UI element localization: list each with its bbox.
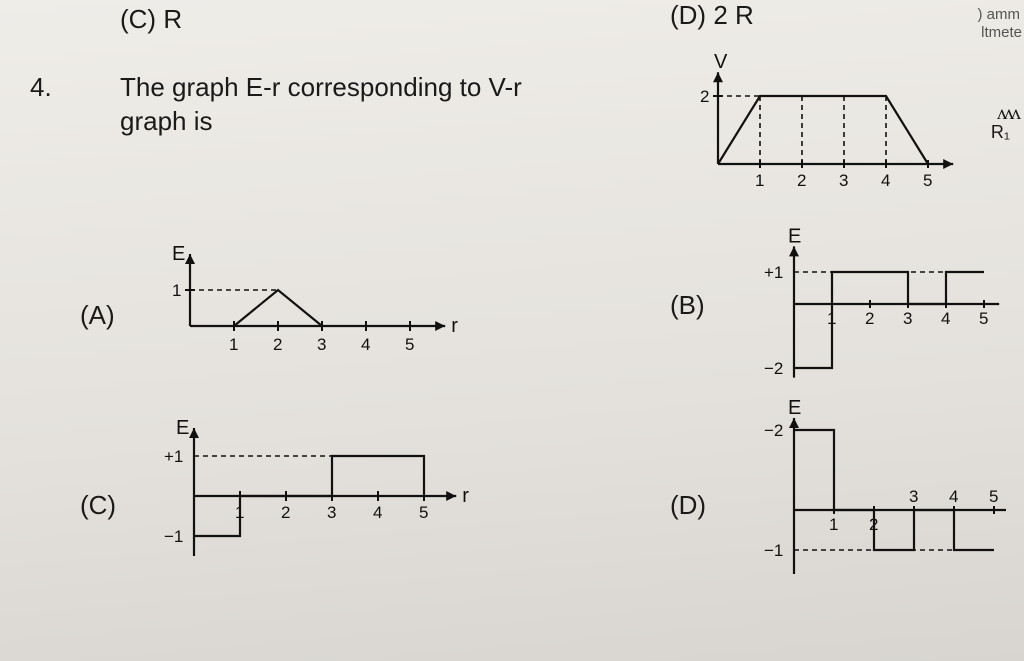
svg-text:5: 5	[989, 487, 998, 506]
svg-text:5: 5	[923, 171, 932, 190]
prev-option-d: (D) 2 R	[670, 0, 754, 31]
choice-c-label: (C)	[80, 490, 116, 521]
svg-text:V: V	[714, 51, 728, 73]
svg-text:+1: +1	[764, 263, 783, 282]
svg-text:2: 2	[281, 503, 290, 522]
choice-b-label: (B)	[670, 290, 705, 321]
question-text-line1: The graph E-r corresponding to V-r	[120, 72, 522, 103]
resistor-r1-label: R₁	[991, 122, 1010, 143]
question-number: 4.	[30, 72, 52, 103]
margin-note-1: ) amm	[978, 6, 1021, 23]
svg-text:3: 3	[317, 335, 326, 354]
svg-text:r: r	[451, 315, 458, 337]
v-r-graph: V212345	[700, 54, 960, 214]
svg-text:2: 2	[700, 87, 709, 106]
page: { "top_options": { "c_label": "(C) R", "…	[0, 0, 1024, 661]
svg-text:r: r	[462, 485, 469, 507]
svg-text:3: 3	[839, 171, 848, 190]
choice-d-graph: E−2−112345	[760, 410, 1020, 620]
svg-text:−2: −2	[764, 421, 783, 440]
svg-text:−2: −2	[764, 359, 783, 378]
svg-text:2: 2	[273, 335, 282, 354]
svg-text:5: 5	[405, 335, 414, 354]
svg-text:4: 4	[361, 335, 370, 354]
svg-text:E: E	[788, 397, 801, 419]
question-text-line2: graph is	[120, 106, 213, 137]
choice-a-graph: Er 1 1 2 3 4 5	[160, 230, 480, 380]
svg-text:2: 2	[797, 171, 806, 190]
svg-text:E: E	[172, 243, 185, 265]
svg-text:1: 1	[172, 281, 181, 300]
svg-text:4: 4	[373, 503, 382, 522]
choice-c-graph: Er+1−112345	[160, 418, 490, 608]
svg-text:3: 3	[327, 503, 336, 522]
svg-text:4: 4	[941, 309, 950, 328]
svg-text:E: E	[176, 417, 189, 439]
prev-option-c: (C) R	[120, 4, 182, 35]
choice-b-graph: E+1−212345	[760, 214, 1020, 414]
svg-text:1: 1	[229, 335, 238, 354]
svg-text:4: 4	[949, 487, 958, 506]
svg-text:1: 1	[755, 171, 764, 190]
choice-d-label: (D)	[670, 490, 706, 521]
svg-text:5: 5	[419, 503, 428, 522]
margin-note-2: ltmete	[981, 24, 1022, 41]
svg-text:1: 1	[829, 515, 838, 534]
svg-text:5: 5	[979, 309, 988, 328]
svg-text:−1: −1	[164, 527, 183, 546]
choice-a-label: (A)	[80, 300, 115, 331]
svg-text:+1: +1	[164, 447, 183, 466]
svg-text:3: 3	[903, 309, 912, 328]
svg-text:2: 2	[865, 309, 874, 328]
svg-text:4: 4	[881, 171, 890, 190]
svg-text:3: 3	[909, 487, 918, 506]
svg-text:−1: −1	[764, 541, 783, 560]
svg-text:E: E	[788, 225, 801, 247]
